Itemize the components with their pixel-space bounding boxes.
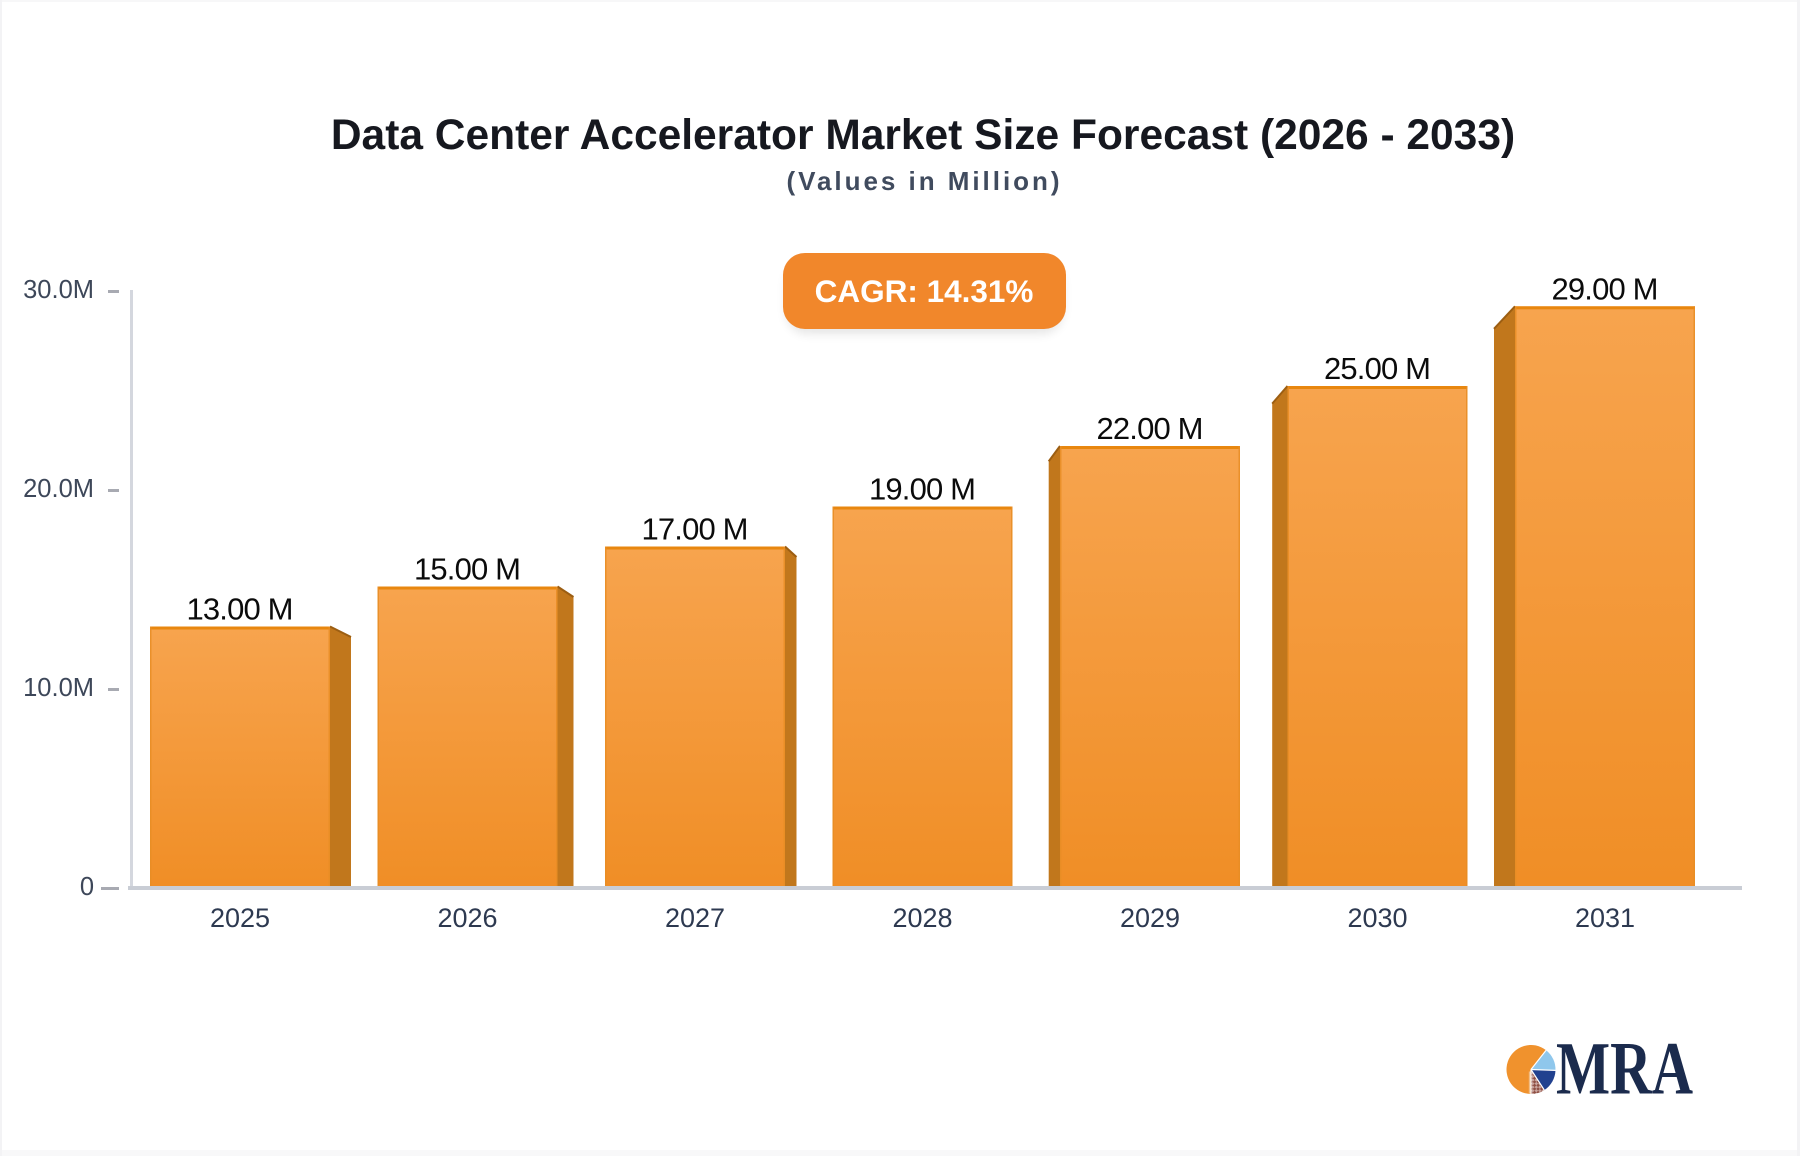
svg-text:2030: 2030 xyxy=(1347,903,1407,933)
svg-text:2026: 2026 xyxy=(437,903,497,933)
svg-text:30.0M: 30.0M xyxy=(23,276,94,304)
svg-text:0: 0 xyxy=(80,873,94,901)
svg-text:10.0M: 10.0M xyxy=(23,674,94,702)
svg-text:CAGR: 14.31%: CAGR: 14.31% xyxy=(815,273,1034,309)
svg-text:2027: 2027 xyxy=(665,903,725,933)
svg-text:17.00 M: 17.00 M xyxy=(642,512,749,547)
svg-text:MRA: MRA xyxy=(1556,1028,1693,1111)
svg-text:2025: 2025 xyxy=(210,903,270,933)
svg-text:19.00 M: 19.00 M xyxy=(869,472,976,507)
svg-text:29.00 M: 29.00 M xyxy=(1552,271,1659,306)
svg-text:(Values in Million): (Values in Million) xyxy=(787,166,1060,196)
svg-text:2029: 2029 xyxy=(1120,903,1180,933)
svg-text:22.00 M: 22.00 M xyxy=(1097,411,1204,446)
svg-text:2031: 2031 xyxy=(1575,903,1635,933)
svg-text:20.0M: 20.0M xyxy=(23,475,94,503)
svg-text:Data Center Accelerator Market: Data Center Accelerator Market Size Fore… xyxy=(331,112,1515,159)
svg-text:15.00 M: 15.00 M xyxy=(414,552,521,587)
svg-text:2028: 2028 xyxy=(892,903,952,933)
svg-text:25.00 M: 25.00 M xyxy=(1324,351,1431,386)
svg-text:13.00 M: 13.00 M xyxy=(187,592,294,627)
